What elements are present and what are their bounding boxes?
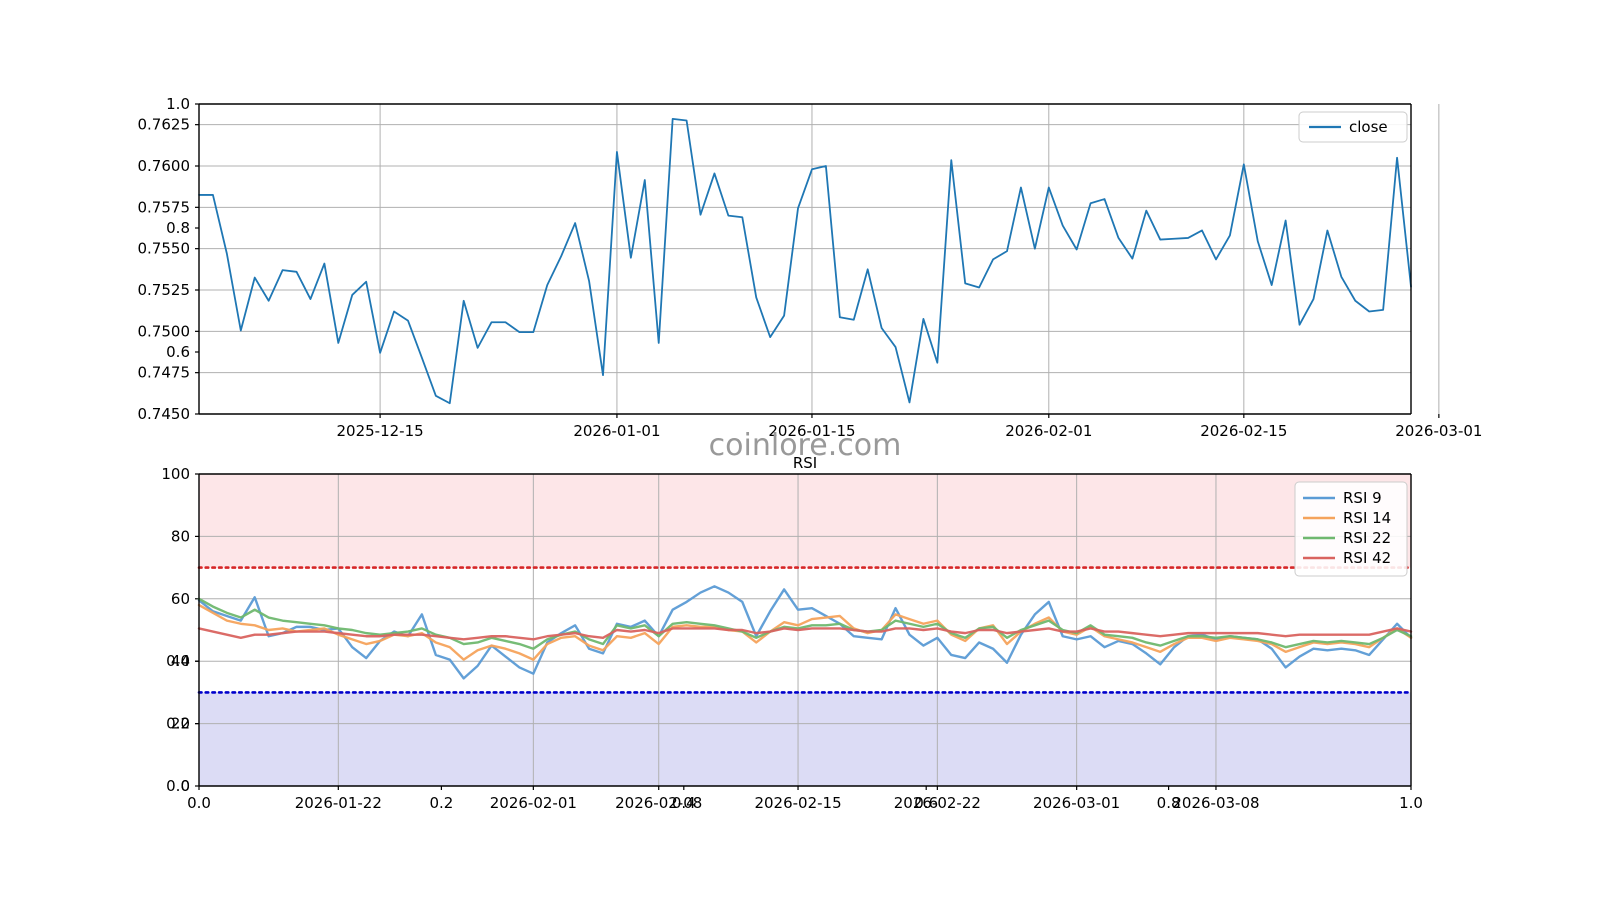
rsi-overbought-band xyxy=(199,474,1411,568)
rsi-y-tick-label-overlay-zero: 0.0 xyxy=(166,777,190,795)
rsi-y-tick-label: 40 xyxy=(171,652,190,670)
rsi-x-tick-label: 2026-03-08 xyxy=(1172,794,1259,812)
rsi-legend-label: RSI 42 xyxy=(1343,549,1391,567)
rsi-legend-label: RSI 22 xyxy=(1343,529,1391,547)
rsi-y-tick-label: 80 xyxy=(171,527,190,545)
rsi-x-tick-label-overlay: 0.2 xyxy=(429,794,453,812)
price-y-tick-label: 0.7550 xyxy=(138,240,191,258)
price-y-tick-label: 0.7475 xyxy=(138,364,191,382)
price-x-tick-label: 2026-03-01 xyxy=(1395,422,1482,440)
rsi-legend-box[interactable] xyxy=(1294,481,1408,577)
rsi-y-tick-label: 0 xyxy=(180,777,190,795)
rsi-y-tick-label-overlay: 0.4 xyxy=(166,652,190,670)
rsi-x-tick-label: 2026-02-15 xyxy=(754,794,841,812)
rsi-x-tick-labels-overlay: 0.0 0.2 0.4 0.6 0.8 1.0 xyxy=(187,786,1423,812)
rsi-threshold-lines xyxy=(197,566,1413,694)
price-panel: 0.7450 0.7475 0.7500 0.7525 0.7550 0.7575 0.76… xyxy=(138,95,1483,440)
price-legend[interactable]: close xyxy=(1298,111,1408,143)
rsi-y-tick-labels-overlay: 0.2 0.4 0.0 xyxy=(166,652,199,795)
rsi-legend-label: RSI 9 xyxy=(1343,489,1382,507)
price-line-close xyxy=(198,117,1412,405)
price-legend-box[interactable] xyxy=(1298,111,1408,143)
price-y-tick-label: 0.7600 xyxy=(138,157,191,175)
rsi-y-tick-label: 100 xyxy=(161,465,190,483)
rsi-y-tick-label: 20 xyxy=(171,715,190,733)
rsi-legend[interactable]: RSI 9 RSI 14 RSI 22 RSI 42 xyxy=(1294,481,1408,577)
price-y-tick-label: 0.7450 xyxy=(138,405,191,423)
price-y-tick-label-overlay: 1.0 xyxy=(166,95,190,113)
price-axis-spines xyxy=(198,103,1412,415)
rsi-y-tick-labels: 0 20 40 60 80 100 xyxy=(161,465,199,795)
price-legend-label: close xyxy=(1349,118,1388,136)
price-y-tick-label: 0.7500 xyxy=(138,322,191,340)
price-x-tick-label: 2025-12-15 xyxy=(337,422,424,440)
rsi-oversold-band xyxy=(199,692,1411,786)
rsi-x-tick-label-overlay: 0.0 xyxy=(187,794,211,812)
price-plot-area xyxy=(199,104,1411,414)
price-y-tick-labels: 0.7450 0.7475 0.7500 0.7525 0.7550 0.7575 0.76… xyxy=(138,116,199,423)
price-series-lines xyxy=(198,117,1412,405)
price-x-tick-label: 2026-01-15 xyxy=(768,422,855,440)
rsi-x-tick-label-overlay: 0.4 xyxy=(672,794,696,812)
rsi-x-tick-label-overlay: 0.6 xyxy=(914,794,938,812)
rsi-x-tick-label: 2026-02-22 xyxy=(894,794,981,812)
price-x-tick-labels: 2025-12-15 2026-01-01 2026-01-15 2026-02-01… xyxy=(337,414,1482,440)
rsi-y-tick-label-overlay: 0.2 xyxy=(166,715,190,733)
price-y-tick-label: 0.7525 xyxy=(138,281,191,299)
rsi-x-tick-labels: 2026-01-22 2026-02-01 2026-02-08 2026-02-15… xyxy=(295,786,1260,812)
rsi-x-tick-label-overlay: 0.8 xyxy=(1157,794,1181,812)
rsi-axis-spines xyxy=(198,473,1412,787)
price-y-tick-labels-overlay: 0.6 0.8 1.0 xyxy=(166,95,199,361)
rsi-panel: 0 20 40 60 80 100 0.2 0.4 0.0 2026-01-22 2026-02… xyxy=(161,454,1423,812)
watermark-label: coinlore.com xyxy=(709,428,902,463)
rsi-line-RSI-42 xyxy=(197,627,1413,641)
rsi-legend-label: RSI 14 xyxy=(1343,509,1391,527)
rsi-threshold-bands xyxy=(199,474,1411,786)
rsi-x-tick-label-overlay: 1.0 xyxy=(1399,794,1423,812)
price-gridlines xyxy=(199,104,1440,415)
price-y-tick-label: 0.7575 xyxy=(138,198,191,216)
rsi-x-tick-label: 2026-03-01 xyxy=(1033,794,1120,812)
price-y-tick-label-overlay: 0.8 xyxy=(166,219,190,237)
rsi-line-RSI-22 xyxy=(197,597,1413,650)
price-x-tick-label: 2026-02-15 xyxy=(1200,422,1287,440)
price-x-tick-label: 2026-01-01 xyxy=(573,422,660,440)
price-x-tick-label: 2026-02-01 xyxy=(1005,422,1092,440)
rsi-x-tick-label: 2026-02-08 xyxy=(615,794,702,812)
rsi-x-tick-label: 2026-02-01 xyxy=(490,794,577,812)
rsi-x-tick-label: 2026-01-22 xyxy=(295,794,382,812)
rsi-series-lines xyxy=(197,585,1413,680)
price-y-tick-label-overlay: 0.6 xyxy=(166,343,190,361)
price-y-tick-label: 0.7625 xyxy=(138,116,191,134)
rsi-panel-title: RSI xyxy=(793,454,817,472)
rsi-y-tick-label: 60 xyxy=(171,590,190,608)
